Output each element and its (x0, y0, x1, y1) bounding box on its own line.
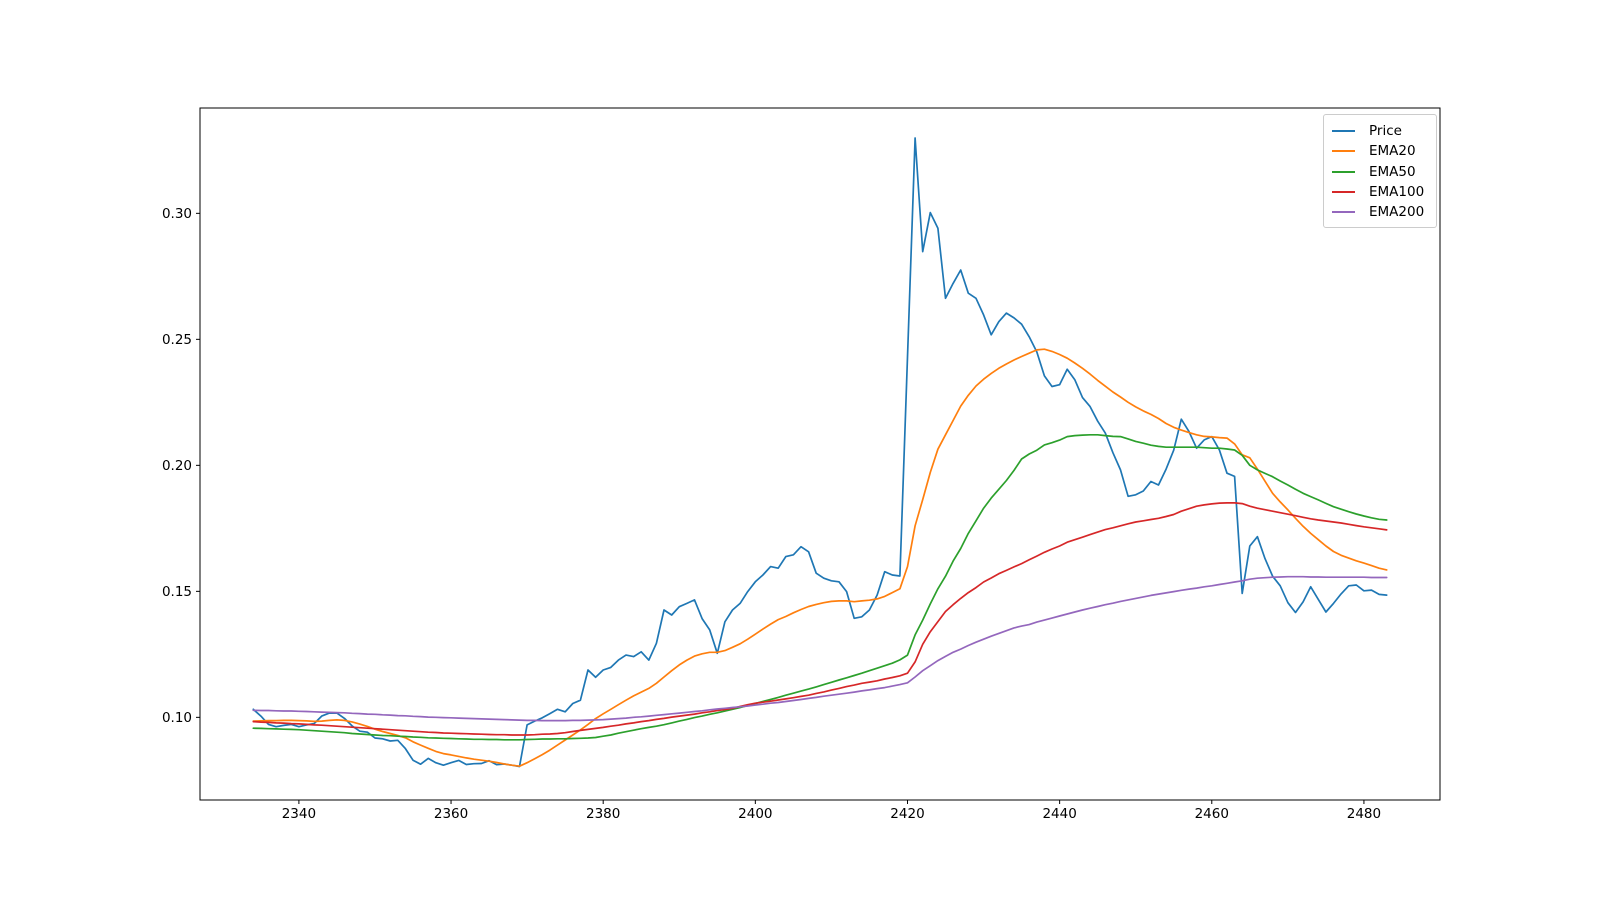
legend-item-ema200: EMA200 (1332, 202, 1428, 222)
price-line (252, 137, 1388, 768)
ema100-line-swatch (1332, 191, 1355, 194)
legend-label-ema50: EMA50 (1369, 163, 1416, 180)
ema50-line-swatch (1332, 170, 1355, 173)
ema20-line (252, 348, 1388, 768)
y-tick-label: 0.30 (162, 206, 192, 222)
ema200-line (252, 575, 1388, 722)
plot-frame (199, 107, 1441, 801)
x-tick-label: 2460 (1195, 806, 1229, 822)
legend-item-ema100: EMA100 (1332, 182, 1428, 202)
y-tick-label: 0.20 (162, 458, 192, 474)
x-tick-label: 2340 (282, 806, 316, 822)
ema20-line-swatch (1332, 150, 1355, 153)
y-tick-label: 0.25 (162, 332, 192, 348)
y-tick-label: 0.15 (162, 584, 192, 600)
ema50-line (252, 433, 1388, 741)
x-tick-label: 2480 (1347, 806, 1381, 822)
legend-label-price: Price (1369, 123, 1402, 140)
legend-box: Price EMA20 EMA50 EMA100 EMA200 (1323, 114, 1437, 229)
x-tick-label: 2400 (738, 806, 772, 822)
legend-label-ema200: EMA200 (1369, 204, 1425, 221)
legend-item-ema50: EMA50 (1332, 162, 1428, 182)
legend-item-ema20: EMA20 (1332, 141, 1428, 161)
ema100-line (252, 502, 1388, 736)
legend-item-price: Price (1332, 121, 1428, 141)
price-line-swatch (1332, 130, 1355, 133)
x-tick-label: 2360 (434, 806, 468, 822)
ema200-line-swatch (1332, 211, 1355, 214)
x-tick-label: 2420 (890, 806, 924, 822)
y-tick-label: 0.10 (162, 710, 192, 726)
x-tick-label: 2380 (586, 806, 620, 822)
legend-label-ema20: EMA20 (1369, 143, 1416, 160)
x-tick-label: 2440 (1042, 806, 1076, 822)
legend-label-ema100: EMA100 (1369, 184, 1425, 201)
